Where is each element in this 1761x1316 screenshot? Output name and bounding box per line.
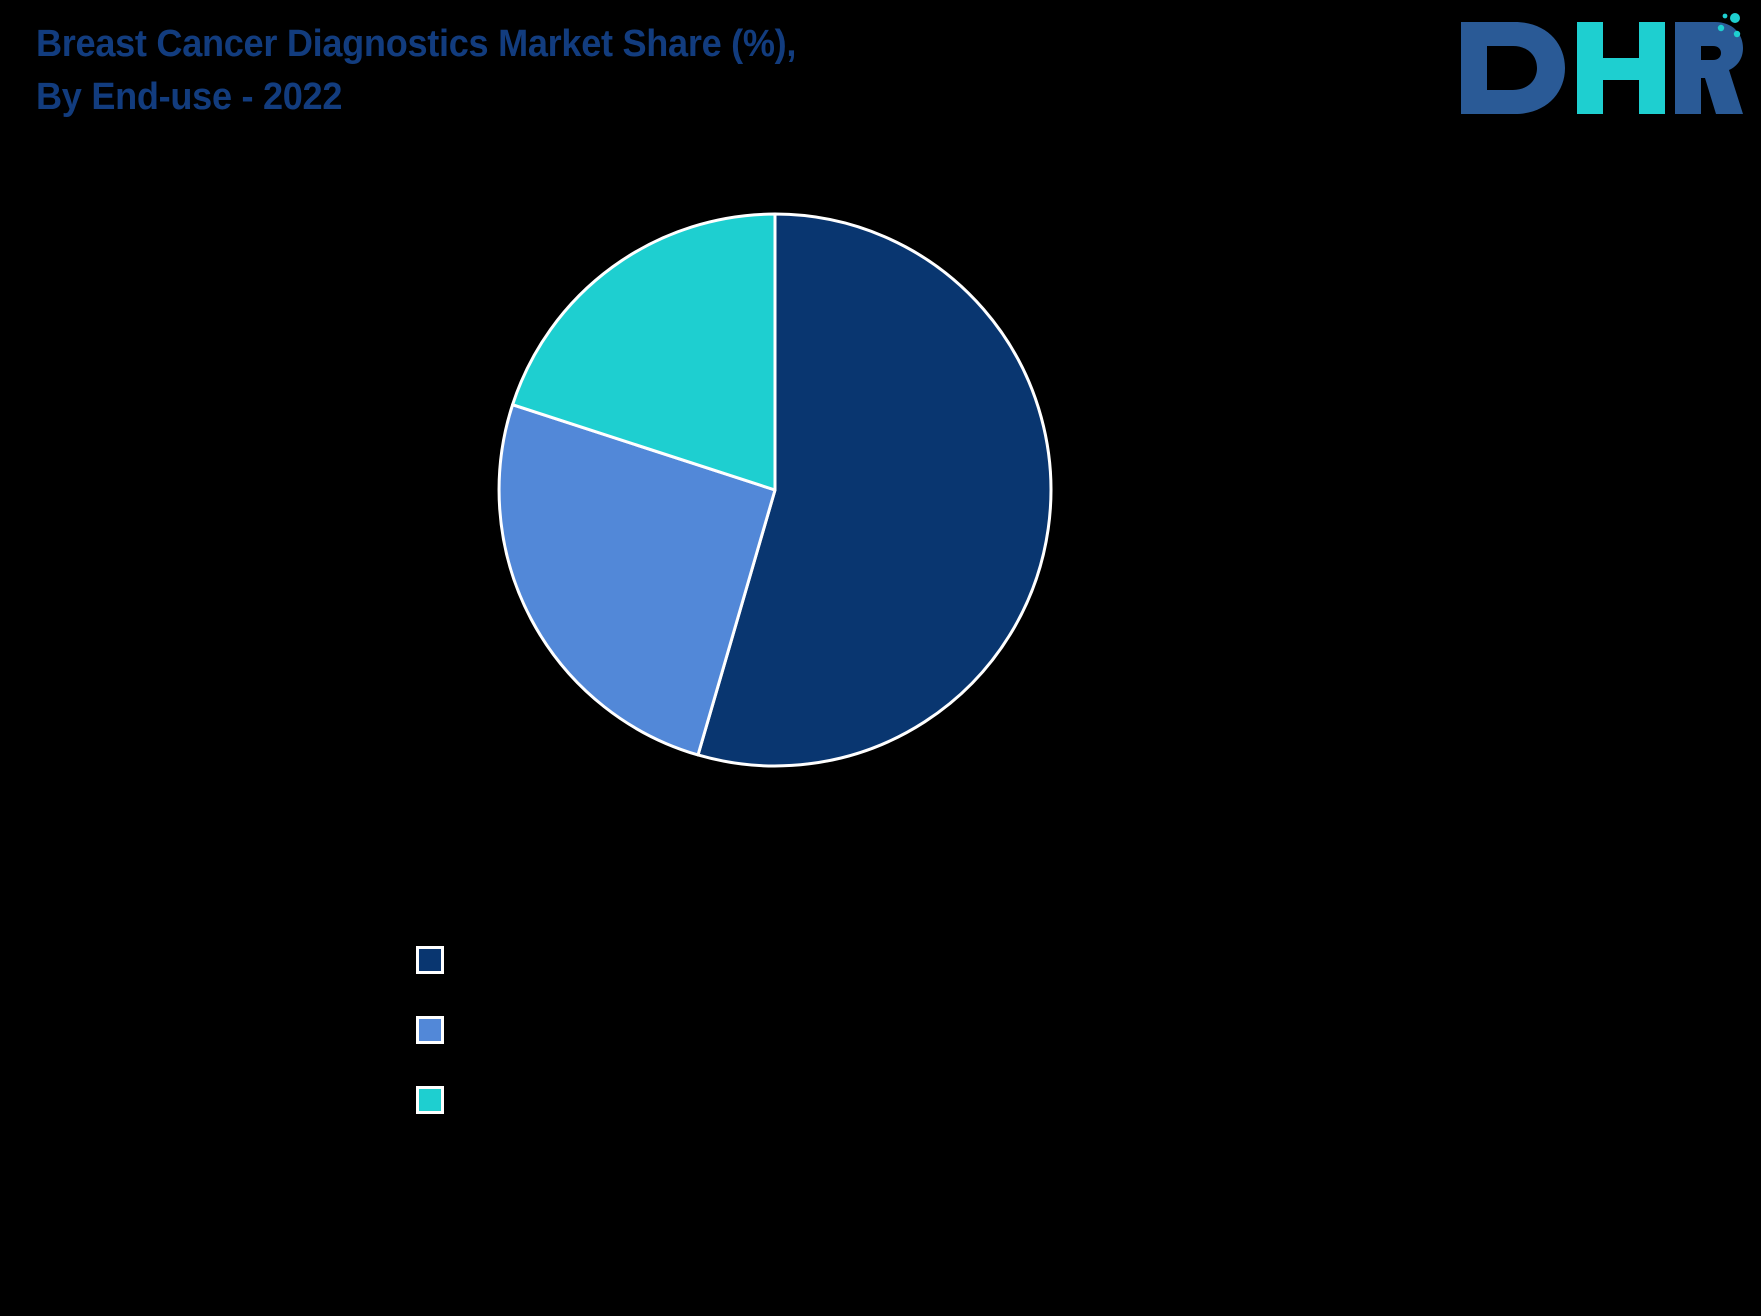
legend-item-3[interactable] <box>416 1065 1316 1135</box>
legend-item-2[interactable] <box>416 995 1316 1065</box>
legend-swatch-series-2 <box>416 1016 444 1044</box>
pie-chart <box>497 212 1053 768</box>
logo-letter-d-icon <box>1461 22 1565 114</box>
legend-swatch-series-3 <box>416 1086 444 1114</box>
legend-swatch-series-1 <box>416 946 444 974</box>
legend-item-1[interactable] <box>416 925 1316 995</box>
pie-slice-1[interactable] <box>696 212 1053 768</box>
chart-area <box>497 212 1053 768</box>
page-title: Breast Cancer Diagnostics Market Share (… <box>36 23 797 119</box>
logo-accent-dots-icon <box>1717 13 1741 38</box>
logo-letter-r-icon <box>1675 22 1743 114</box>
dhr-logo <box>1453 8 1743 128</box>
pie-slice-2[interactable] <box>497 403 777 757</box>
pie-slice-3[interactable] <box>511 212 777 492</box>
logo-letter-h-icon <box>1577 22 1665 114</box>
chart-legend <box>416 925 1316 1135</box>
